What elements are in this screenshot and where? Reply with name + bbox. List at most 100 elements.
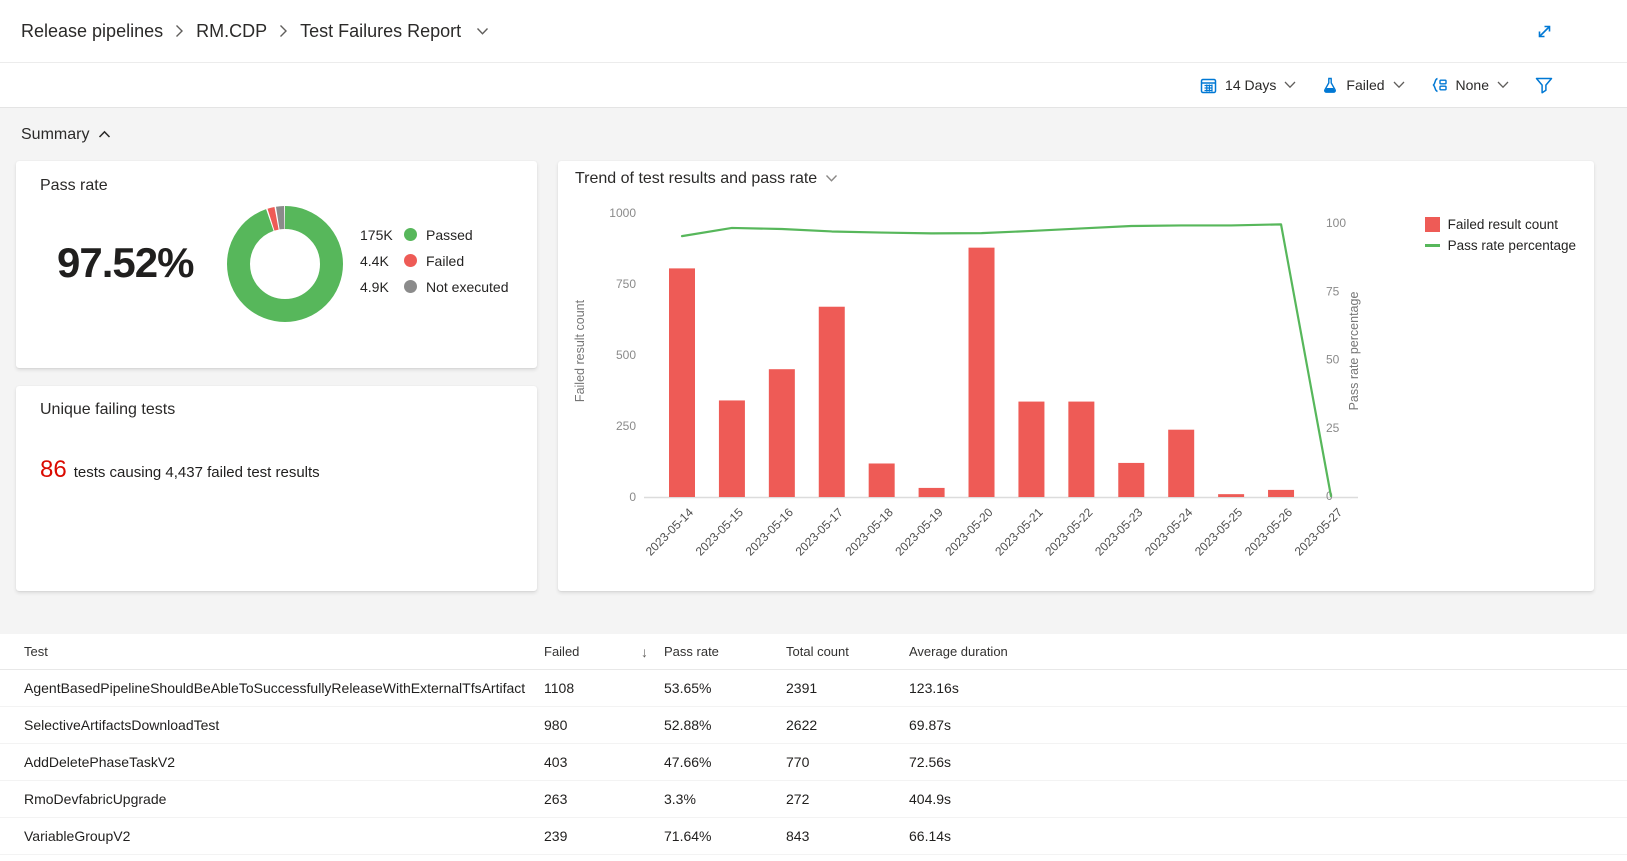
column-header-failed[interactable]: Failed ↓ xyxy=(544,643,648,660)
breadcrumb-release-pipelines[interactable]: Release pipelines xyxy=(21,20,164,41)
trend-card-title: Trend of test results and pass rate xyxy=(575,170,818,187)
table-row[interactable]: SelectiveArtifactsDownloadTest 980 52.88% 2… xyxy=(0,707,1627,744)
bar-2023-05-15[interactable] xyxy=(718,400,745,497)
bar-2023-05-19[interactable] xyxy=(918,487,945,497)
legend-label: Failed result count xyxy=(1447,217,1558,232)
group-by-icon xyxy=(1431,77,1448,93)
breadcrumb-rm-cdp[interactable]: RM.CDP xyxy=(196,20,268,41)
cell-pass-rate: 53.65% xyxy=(664,680,712,696)
bar-2023-05-20[interactable] xyxy=(968,247,995,497)
filter-bar: 14 Days Failed None xyxy=(0,62,1627,108)
chevron-down-icon xyxy=(1284,81,1296,89)
x-axis-label: 2023-05-16 xyxy=(743,505,797,559)
unique-failing-tests-title: Unique failing tests xyxy=(40,401,176,418)
chevron-down-icon xyxy=(825,170,838,188)
period-filter-label: 14 Days xyxy=(1225,77,1277,93)
bar-2023-05-18[interactable] xyxy=(868,463,895,497)
pass-rate-legend: 175K Passed 4.4K Failed 4.9K Not executed xyxy=(360,225,509,296)
breadcrumb: Release pipelines RM.CDP Test Failures R… xyxy=(21,21,489,42)
cell-average-duration: 404.9s xyxy=(909,791,952,807)
pass-rate-card: Pass rate 97.52% 175K Passed 4.4K Failed 4.9… xyxy=(16,161,537,368)
cell-total-count: 843 xyxy=(786,828,810,844)
cell-failed: 980 xyxy=(544,717,568,733)
legend-color-dot xyxy=(404,280,417,293)
expand-diagonal-arrows-icon[interactable] xyxy=(1536,23,1553,40)
cell-failed: 403 xyxy=(544,754,568,770)
cell-pass-rate: 3.3% xyxy=(664,791,696,807)
legend-label: Passed xyxy=(426,226,473,243)
bar-2023-05-21[interactable] xyxy=(1018,401,1045,497)
legend-line-icon xyxy=(1424,244,1440,247)
pass-rate-donut-chart xyxy=(227,206,343,322)
summary-toggle[interactable]: Summary xyxy=(21,126,111,144)
x-axis-label: 2023-05-21 xyxy=(992,505,1046,559)
bar-2023-05-22[interactable] xyxy=(1068,401,1095,497)
pass-rate-legend-item: 4.9K Not executed xyxy=(360,277,509,296)
x-axis-label: 2023-05-17 xyxy=(793,505,847,559)
legend-color-dot xyxy=(404,228,417,241)
failing-tests-table: Test Failed ↓ Pass rate Total count Aver… xyxy=(0,634,1627,861)
column-header-total-count[interactable]: Total count xyxy=(786,644,849,659)
trend-legend-pass-rate-percentage[interactable]: Pass rate percentage xyxy=(1424,238,1576,253)
legend-label: Failed xyxy=(426,252,465,269)
cell-pass-rate: 47.66% xyxy=(664,754,712,770)
outcome-filter[interactable]: Failed xyxy=(1322,77,1404,94)
x-axis-label: 2023-05-22 xyxy=(1042,505,1096,559)
pass-rate-legend-item: 4.4K Failed xyxy=(360,251,509,270)
bar-2023-05-25[interactable] xyxy=(1218,494,1245,497)
table-row[interactable]: VariableGroupV2 239 71.64% 843 66.14s xyxy=(0,818,1627,855)
breadcrumb-test-failures-report[interactable]: Test Failures Report xyxy=(300,20,462,41)
pass-rate-value: 97.52% xyxy=(57,239,194,286)
svg-text:750: 750 xyxy=(616,277,636,291)
table-row[interactable]: AddDeletePhaseTaskV2 403 47.66% 770 72.56s xyxy=(0,744,1627,781)
cell-average-duration: 123.16s xyxy=(909,680,959,696)
x-axis-label: 2023-05-20 xyxy=(942,505,996,559)
x-axis-label: 2023-05-27 xyxy=(1292,505,1346,559)
table-row[interactable]: AgentBasedPipelineShouldBeAbleToSuccessf… xyxy=(0,670,1627,707)
cell-average-duration: 72.56s xyxy=(909,754,952,770)
svg-text:100: 100 xyxy=(1326,216,1346,230)
x-axis-label: 2023-05-14 xyxy=(643,505,697,559)
svg-text:0: 0 xyxy=(1326,489,1333,503)
cell-failed: 239 xyxy=(544,828,568,844)
chevron-down-icon xyxy=(1497,81,1509,89)
cell-total-count: 2622 xyxy=(786,717,818,733)
cell-test-name: AddDeletePhaseTaskV2 xyxy=(24,754,175,770)
chevron-right-icon xyxy=(175,24,184,38)
svg-text:Pass rate percentage: Pass rate percentage xyxy=(1347,292,1361,411)
legend-value: 175K xyxy=(360,226,393,243)
bar-2023-05-24[interactable] xyxy=(1168,429,1195,497)
cell-test-name: AgentBasedPipelineShouldBeAbleToSuccessf… xyxy=(24,680,526,696)
report-dropdown-chevron-icon[interactable] xyxy=(476,27,489,36)
column-header-average-duration[interactable]: Average duration xyxy=(909,644,1008,659)
unique-failing-tests-card: Unique failing tests 86 tests causing 4,… xyxy=(16,386,537,591)
x-axis-label: 2023-05-23 xyxy=(1092,505,1146,559)
table-row[interactable]: RmoDevfabricUpgrade 263 3.3% 272 404.9s xyxy=(0,781,1627,818)
cell-total-count: 2391 xyxy=(786,680,818,696)
table-header-row: Test Failed ↓ Pass rate Total count Aver… xyxy=(0,634,1627,670)
x-axis-label: 2023-05-26 xyxy=(1242,505,1296,559)
bar-2023-05-17[interactable] xyxy=(818,306,845,497)
column-header-test[interactable]: Test xyxy=(24,644,48,659)
funnel-icon[interactable] xyxy=(1535,77,1553,94)
cell-average-duration: 66.14s xyxy=(909,828,952,844)
pass-rate-legend-item: 175K Passed xyxy=(360,225,509,244)
bar-2023-05-26[interactable] xyxy=(1268,489,1295,497)
cell-test-name: VariableGroupV2 xyxy=(24,828,131,844)
legend-color-dot xyxy=(404,254,417,267)
period-filter[interactable]: 14 Days xyxy=(1200,77,1296,94)
chevron-down-icon xyxy=(1393,81,1405,89)
trend-title-dropdown[interactable]: Trend of test results and pass rate xyxy=(575,170,838,188)
group-by-filter[interactable]: None xyxy=(1431,77,1509,93)
summary-title: Summary xyxy=(21,126,90,143)
trend-legend-failed-result-count[interactable]: Failed result count xyxy=(1424,217,1576,232)
cell-test-name: SelectiveArtifactsDownloadTest xyxy=(24,717,220,733)
legend-value: 4.9K xyxy=(360,278,389,295)
bar-2023-05-23[interactable] xyxy=(1118,462,1145,497)
cell-failed: 263 xyxy=(544,791,568,807)
legend-value: 4.4K xyxy=(360,252,389,269)
bar-2023-05-16[interactable] xyxy=(768,369,795,497)
bar-2023-05-14[interactable] xyxy=(669,268,695,497)
column-header-pass-rate[interactable]: Pass rate xyxy=(664,644,719,659)
x-axis-label: 2023-05-24 xyxy=(1142,505,1196,559)
